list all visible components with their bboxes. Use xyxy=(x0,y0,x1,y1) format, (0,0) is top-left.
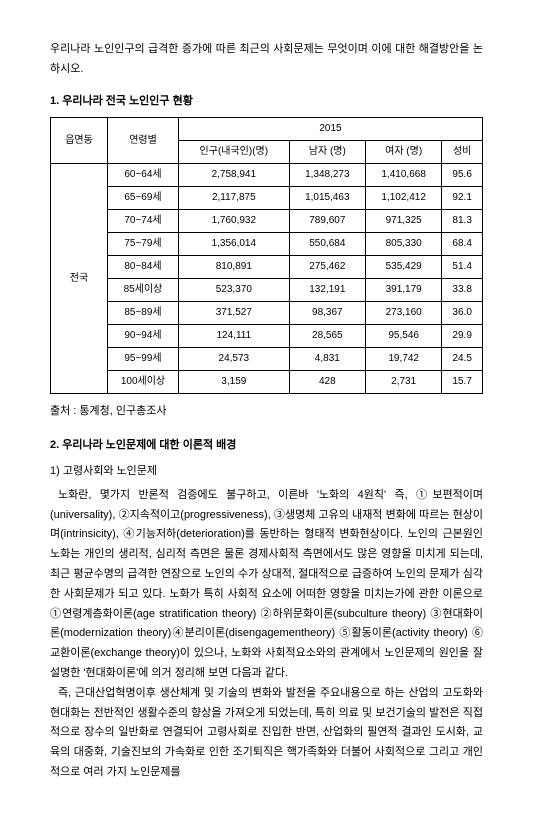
table-cell: 28,565 xyxy=(289,325,365,348)
table-cell: 428 xyxy=(289,371,365,394)
table-cell: 70~74세 xyxy=(108,210,179,233)
table-cell: 1,348,273 xyxy=(289,164,365,187)
table-cell: 100세이상 xyxy=(108,371,179,394)
table-cell: 535,429 xyxy=(365,256,441,279)
population-table: 읍면동 연령별 2015 인구(내국인)(명) 남자 (명) 여자 (명) 성비… xyxy=(50,117,483,394)
table-cell: 19,742 xyxy=(365,348,441,371)
table-cell: 51.4 xyxy=(442,256,483,279)
table-cell: 68.4 xyxy=(442,233,483,256)
table-cell: 95.6 xyxy=(442,164,483,187)
table-cell: 391,179 xyxy=(365,279,441,302)
table-cell: 789,607 xyxy=(289,210,365,233)
table-cell: 29.9 xyxy=(442,325,483,348)
table-cell: 2,117,875 xyxy=(179,187,290,210)
table-cell: 132,191 xyxy=(289,279,365,302)
table-cell: 1,410,668 xyxy=(365,164,441,187)
table-cell: 24.5 xyxy=(442,348,483,371)
table-cell: 75~79세 xyxy=(108,233,179,256)
th-male: 남자 (명) xyxy=(289,141,365,164)
table-cell: 275,462 xyxy=(289,256,365,279)
intro-text: 우리나라 노인인구의 급격한 증가에 따른 최근의 사회문제는 무엇이며 이에 … xyxy=(50,40,483,80)
paragraph-1: 노화란, 몇가지 반론적 검증에도 불구하고, 이른바 '노화의 4원칙' 즉,… xyxy=(50,486,483,684)
table-cell: 810,891 xyxy=(179,256,290,279)
table-cell: 1,760,932 xyxy=(179,210,290,233)
table-cell: 81.3 xyxy=(442,210,483,233)
paragraph-2: 즉, 근대산업혁명이후 생산체계 및 기술의 변화와 발전을 주요내용으로 하는… xyxy=(50,684,483,783)
table-cell: 95,546 xyxy=(365,325,441,348)
table-cell: 124,111 xyxy=(179,325,290,348)
table-cell: 36.0 xyxy=(442,302,483,325)
table-cell: 971,325 xyxy=(365,210,441,233)
table-cell: 523,370 xyxy=(179,279,290,302)
th-year: 2015 xyxy=(179,118,483,141)
table-cell: 33.8 xyxy=(442,279,483,302)
table-cell: 65~69세 xyxy=(108,187,179,210)
table-cell: 4,831 xyxy=(289,348,365,371)
region-cell: 전국 xyxy=(51,164,108,394)
table-cell: 550,684 xyxy=(289,233,365,256)
table-cell: 273,160 xyxy=(365,302,441,325)
table-cell: 85세이상 xyxy=(108,279,179,302)
table-cell: 2,731 xyxy=(365,371,441,394)
table-cell: 15.7 xyxy=(442,371,483,394)
table-cell: 1,356,014 xyxy=(179,233,290,256)
table-cell: 805,330 xyxy=(365,233,441,256)
table-cell: 60~64세 xyxy=(108,164,179,187)
table-cell: 2,758,941 xyxy=(179,164,290,187)
table-cell: 24,573 xyxy=(179,348,290,371)
section1-title: 1. 우리나라 전국 노인인구 현황 xyxy=(50,92,483,112)
th-pop: 인구(내국인)(명) xyxy=(179,141,290,164)
th-region: 읍면동 xyxy=(51,118,108,164)
table-cell: 85~89세 xyxy=(108,302,179,325)
table-cell: 90~94세 xyxy=(108,325,179,348)
th-ratio: 성비 xyxy=(442,141,483,164)
th-female: 여자 (명) xyxy=(365,141,441,164)
sub-2-1: 1) 고령사회와 노인문제 xyxy=(50,462,483,482)
th-age: 연령별 xyxy=(108,118,179,164)
table-source: 출처 : 통계청, 인구총조사 xyxy=(50,402,483,422)
section2-title: 2. 우리나라 노인문제에 대한 이론적 배경 xyxy=(50,436,483,456)
table-cell: 80~84세 xyxy=(108,256,179,279)
table-cell: 371,527 xyxy=(179,302,290,325)
table-cell: 3,159 xyxy=(179,371,290,394)
table-cell: 1,102,412 xyxy=(365,187,441,210)
table-cell: 92.1 xyxy=(442,187,483,210)
table-cell: 95~99세 xyxy=(108,348,179,371)
table-cell: 98,367 xyxy=(289,302,365,325)
table-cell: 1,015,463 xyxy=(289,187,365,210)
